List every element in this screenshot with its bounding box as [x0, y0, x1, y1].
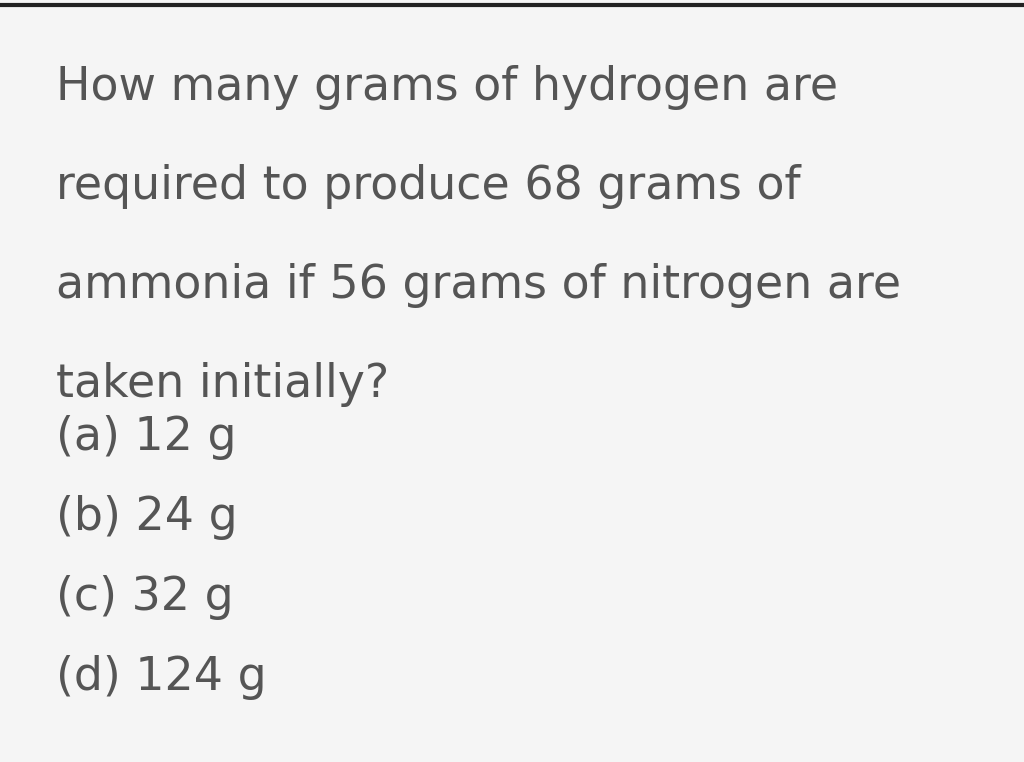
Text: (d) 124 g: (d) 124 g: [56, 655, 267, 700]
Text: (b) 24 g: (b) 24 g: [56, 495, 238, 540]
Text: How many grams of hydrogen are: How many grams of hydrogen are: [56, 65, 839, 110]
Text: required to produce 68 grams of: required to produce 68 grams of: [56, 164, 801, 209]
Text: (a) 12 g: (a) 12 g: [56, 415, 237, 460]
Text: ammonia if 56 grams of nitrogen are: ammonia if 56 grams of nitrogen are: [56, 263, 901, 308]
Text: (c) 32 g: (c) 32 g: [56, 575, 233, 620]
Text: taken initially?: taken initially?: [56, 362, 389, 407]
